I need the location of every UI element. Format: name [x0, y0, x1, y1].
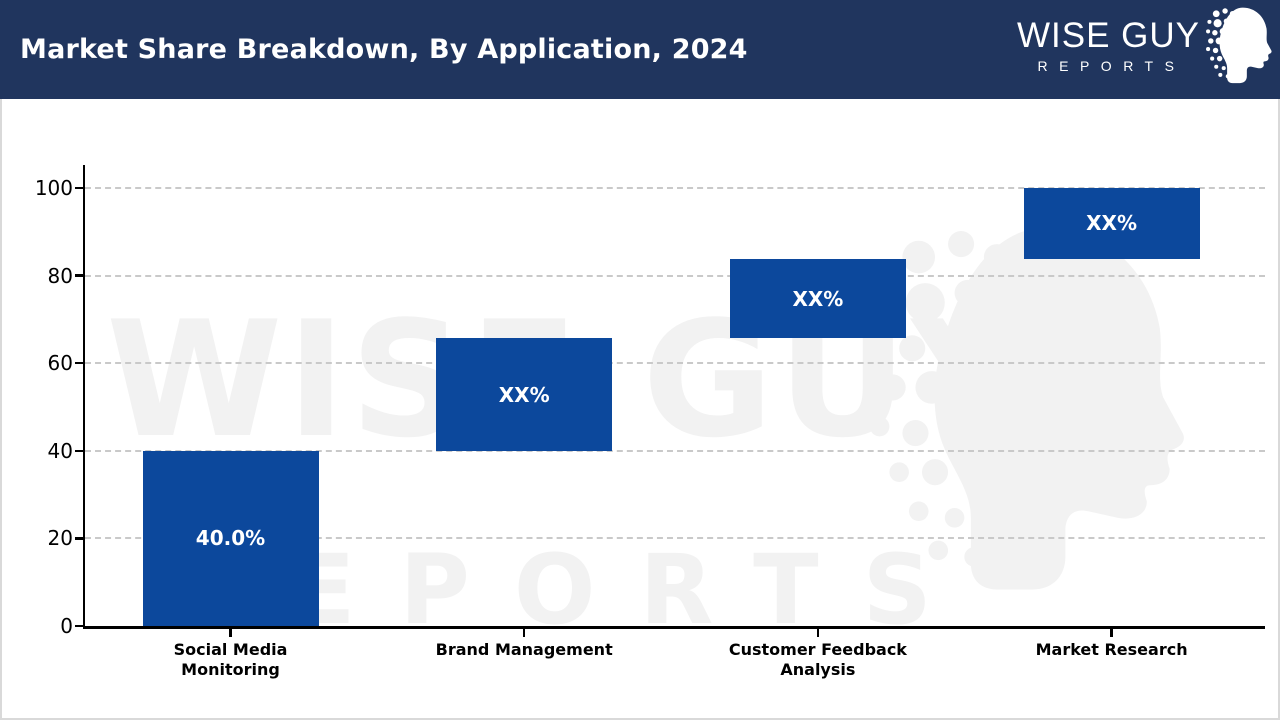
bar-brand-management: XX%	[436, 338, 613, 451]
bar-social-media-monitoring: 40.0%	[142, 450, 319, 626]
y-tick-mark	[75, 274, 83, 277]
logo-text: WISE GUY REPORTS	[1017, 16, 1200, 74]
x-category-label: Customer Feedback Analysis	[668, 640, 968, 680]
y-tick-label: 20	[47, 526, 73, 551]
gridline-100	[85, 187, 1265, 189]
logo-wordmark: WISE GUY	[1016, 16, 1200, 55]
bar-market-research: XX%	[1023, 188, 1200, 259]
bar-value-label: XX%	[498, 382, 550, 407]
gridline-60	[85, 362, 1265, 365]
gridline-40	[85, 449, 1265, 452]
x-category-label-line: Analysis	[780, 660, 856, 679]
y-tick-mark	[75, 624, 83, 628]
x-category-label: Brand Management	[374, 640, 674, 660]
bar-value-label: XX%	[1086, 211, 1138, 236]
bar-value-label: 40.0%	[195, 526, 266, 551]
y-axis-line	[82, 165, 85, 629]
x-category-label-line: Social Media	[173, 640, 288, 659]
x-category-label-line: Monitoring	[181, 660, 280, 679]
x-axis-line	[82, 626, 1265, 629]
y-tick-label: 0	[60, 614, 73, 638]
x-category-label-line: Customer Feedback	[728, 640, 907, 659]
y-tick-label: 80	[47, 263, 73, 288]
x-tick-mark	[1110, 628, 1113, 637]
x-category-label-line: Brand Management	[435, 640, 613, 659]
page-title: Market Share Breakdown, By Application, …	[20, 34, 748, 65]
wise-guy-head-icon	[1206, 7, 1272, 84]
y-tick-label: 100	[34, 176, 73, 200]
y-tick-mark	[75, 449, 83, 453]
y-tick-mark	[75, 186, 83, 190]
wise-guy-logo: WISE GUY REPORTS	[1017, 4, 1272, 86]
y-tick-label: 60	[47, 351, 73, 376]
gridline-20	[85, 537, 1265, 540]
bar-customer-feedback-analysis: XX%	[729, 258, 906, 339]
x-category-label-line: Market Research	[1035, 640, 1188, 659]
y-tick-label: 40	[47, 438, 73, 463]
x-category-label: Market Research	[962, 640, 1262, 660]
y-tick-mark	[75, 361, 83, 365]
gridline-80	[85, 274, 1265, 277]
x-category-label: Social Media Monitoring	[81, 640, 381, 680]
logo-subtitle: REPORTS	[1037, 58, 1186, 74]
y-tick-mark	[75, 537, 83, 540]
x-tick-mark	[816, 628, 820, 637]
x-tick-mark	[522, 628, 526, 637]
header-bar: Market Share Breakdown, By Application, …	[0, 0, 1280, 99]
bar-value-label: XX%	[792, 286, 844, 311]
x-tick-mark	[229, 628, 232, 637]
